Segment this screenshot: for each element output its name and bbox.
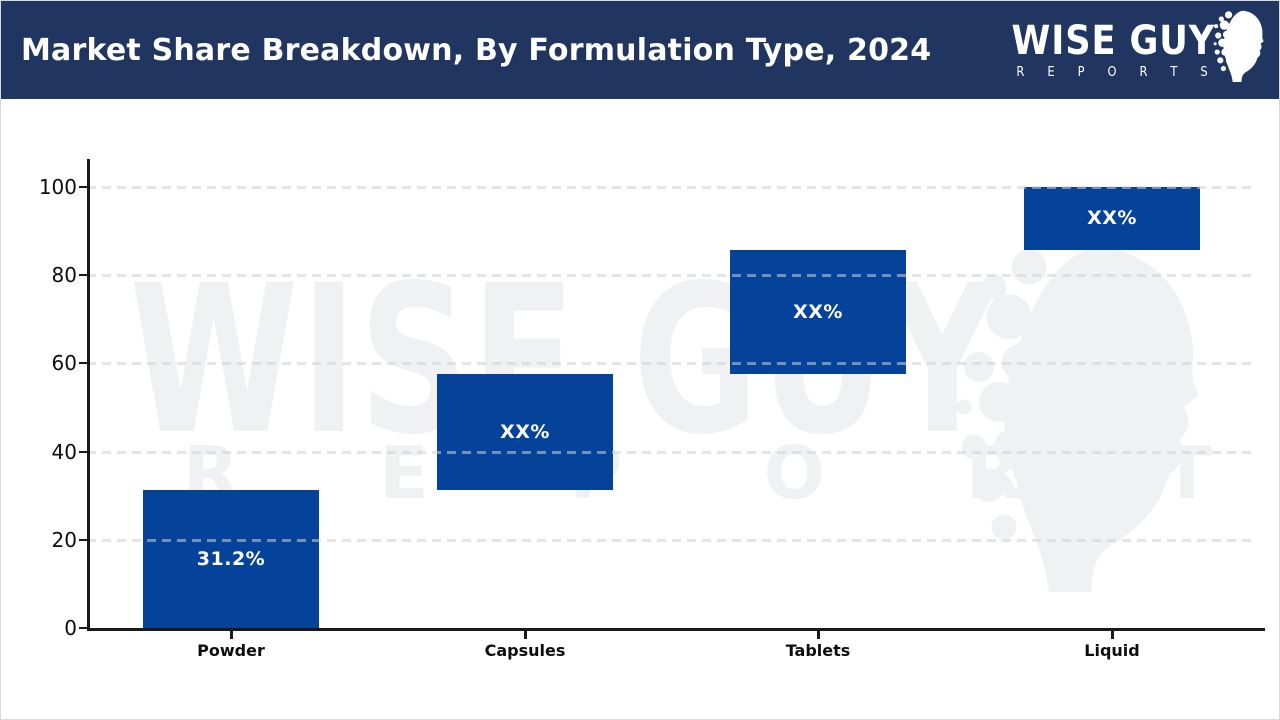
waterfall-chart: 0 20 40 60 80 100 31.2% Powder XX% Capsules XX% Tab… xyxy=(1,99,1279,719)
y-tick-100 xyxy=(79,186,88,188)
bar-tablets xyxy=(730,249,906,375)
category-label-tablets: Tablets xyxy=(785,641,851,660)
x-axis-line xyxy=(87,628,1265,631)
category-label-liquid: Liquid xyxy=(1084,641,1140,660)
header-bar: Market Share Breakdown, By Formulation T… xyxy=(1,1,1279,99)
y-tick-label-20: 20 xyxy=(51,527,77,552)
bar-value-label-tablets: XX% xyxy=(793,301,843,324)
category-label-capsules: Capsules xyxy=(484,641,566,660)
y-tick-label-40: 40 xyxy=(51,439,77,464)
x-tick-capsules xyxy=(524,631,527,639)
y-tick-40 xyxy=(79,450,88,453)
y-tick-20 xyxy=(79,538,88,541)
y-tick-0 xyxy=(79,627,88,629)
y-tick-label-80: 80 xyxy=(51,263,77,288)
logo-wordmark: WISE GUY xyxy=(1011,18,1215,64)
gridline-100 xyxy=(87,186,1256,189)
bar-liquid xyxy=(1024,187,1200,250)
bar-capsules xyxy=(437,374,613,491)
bar-value-label-powder: 31.2% xyxy=(196,548,266,571)
gridline-80 xyxy=(87,274,1256,278)
wise-guy-logo: WISE GUY R E P O R T S xyxy=(981,8,1273,92)
y-tick-label-60: 60 xyxy=(51,351,77,376)
page-title: Market Share Breakdown, By Formulation T… xyxy=(21,32,932,68)
bar-powder xyxy=(143,490,319,628)
logo-text: WISE GUY R E P O R T S xyxy=(1009,21,1217,79)
logo-subtitle: R E P O R T S xyxy=(1016,65,1217,80)
x-tick-liquid xyxy=(1111,631,1114,639)
bar-value-label-liquid: XX% xyxy=(1087,207,1137,230)
x-tick-powder xyxy=(230,631,233,639)
x-tick-tablets xyxy=(817,631,820,639)
gridline-20 xyxy=(87,538,1256,542)
gridline-40 xyxy=(87,450,1256,454)
category-label-powder: Powder xyxy=(197,641,265,660)
y-tick-60 xyxy=(79,362,88,365)
logo-head-icon xyxy=(1213,10,1264,83)
bar-value-label-capsules: XX% xyxy=(500,421,550,444)
y-axis-line xyxy=(87,159,90,631)
y-tick-label-100: 100 xyxy=(38,175,77,199)
y-tick-80 xyxy=(79,274,88,277)
y-tick-label-0: 0 xyxy=(64,616,77,640)
gridline-60 xyxy=(87,362,1256,366)
